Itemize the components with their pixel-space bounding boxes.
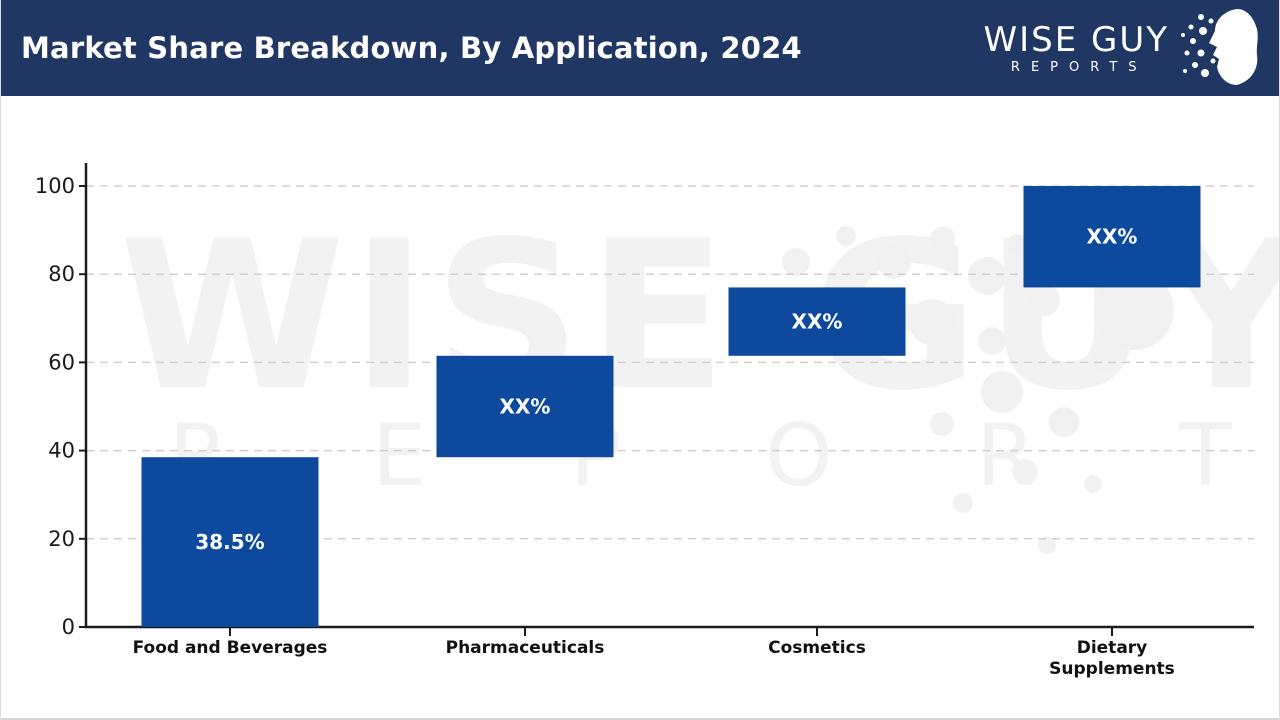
category-label: Dietary Supplements [1049,638,1175,679]
y-tick-label: 80 [48,262,75,286]
bottom-hairline [1,718,1279,720]
brand-logo: WISE GUY REPORTS [983,8,1267,90]
bar-value-label: XX% [792,310,843,334]
bar-segment [141,457,319,627]
bar-segment [728,287,906,356]
bar-value-label: XX% [500,395,551,419]
y-tick-label: 40 [48,439,75,463]
bar-value-label: XX% [1087,225,1138,249]
category-label: Cosmetics [768,638,866,658]
brand-face-icon [1181,9,1258,85]
y-tick-label: 20 [48,527,75,551]
y-tick-label: 60 [48,350,75,374]
y-tick-label: 100 [35,174,75,198]
header-band: Market Share Breakdown, By Application, … [1,0,1279,96]
brand-wordmark: WISE GUY [983,20,1169,60]
category-label: Food and Beverages [133,638,328,658]
y-tick-label: 0 [62,615,75,639]
bar-segment [1023,186,1201,288]
page-title: Market Share Breakdown, By Application, … [21,31,802,65]
brand-logo-text: WISE GUY REPORTS [983,22,1169,76]
brand-subtext: REPORTS [1010,60,1148,75]
bar-segment [436,355,614,458]
bar-value-label: 38.5% [195,530,264,554]
category-label: Pharmaceuticals [446,638,605,658]
